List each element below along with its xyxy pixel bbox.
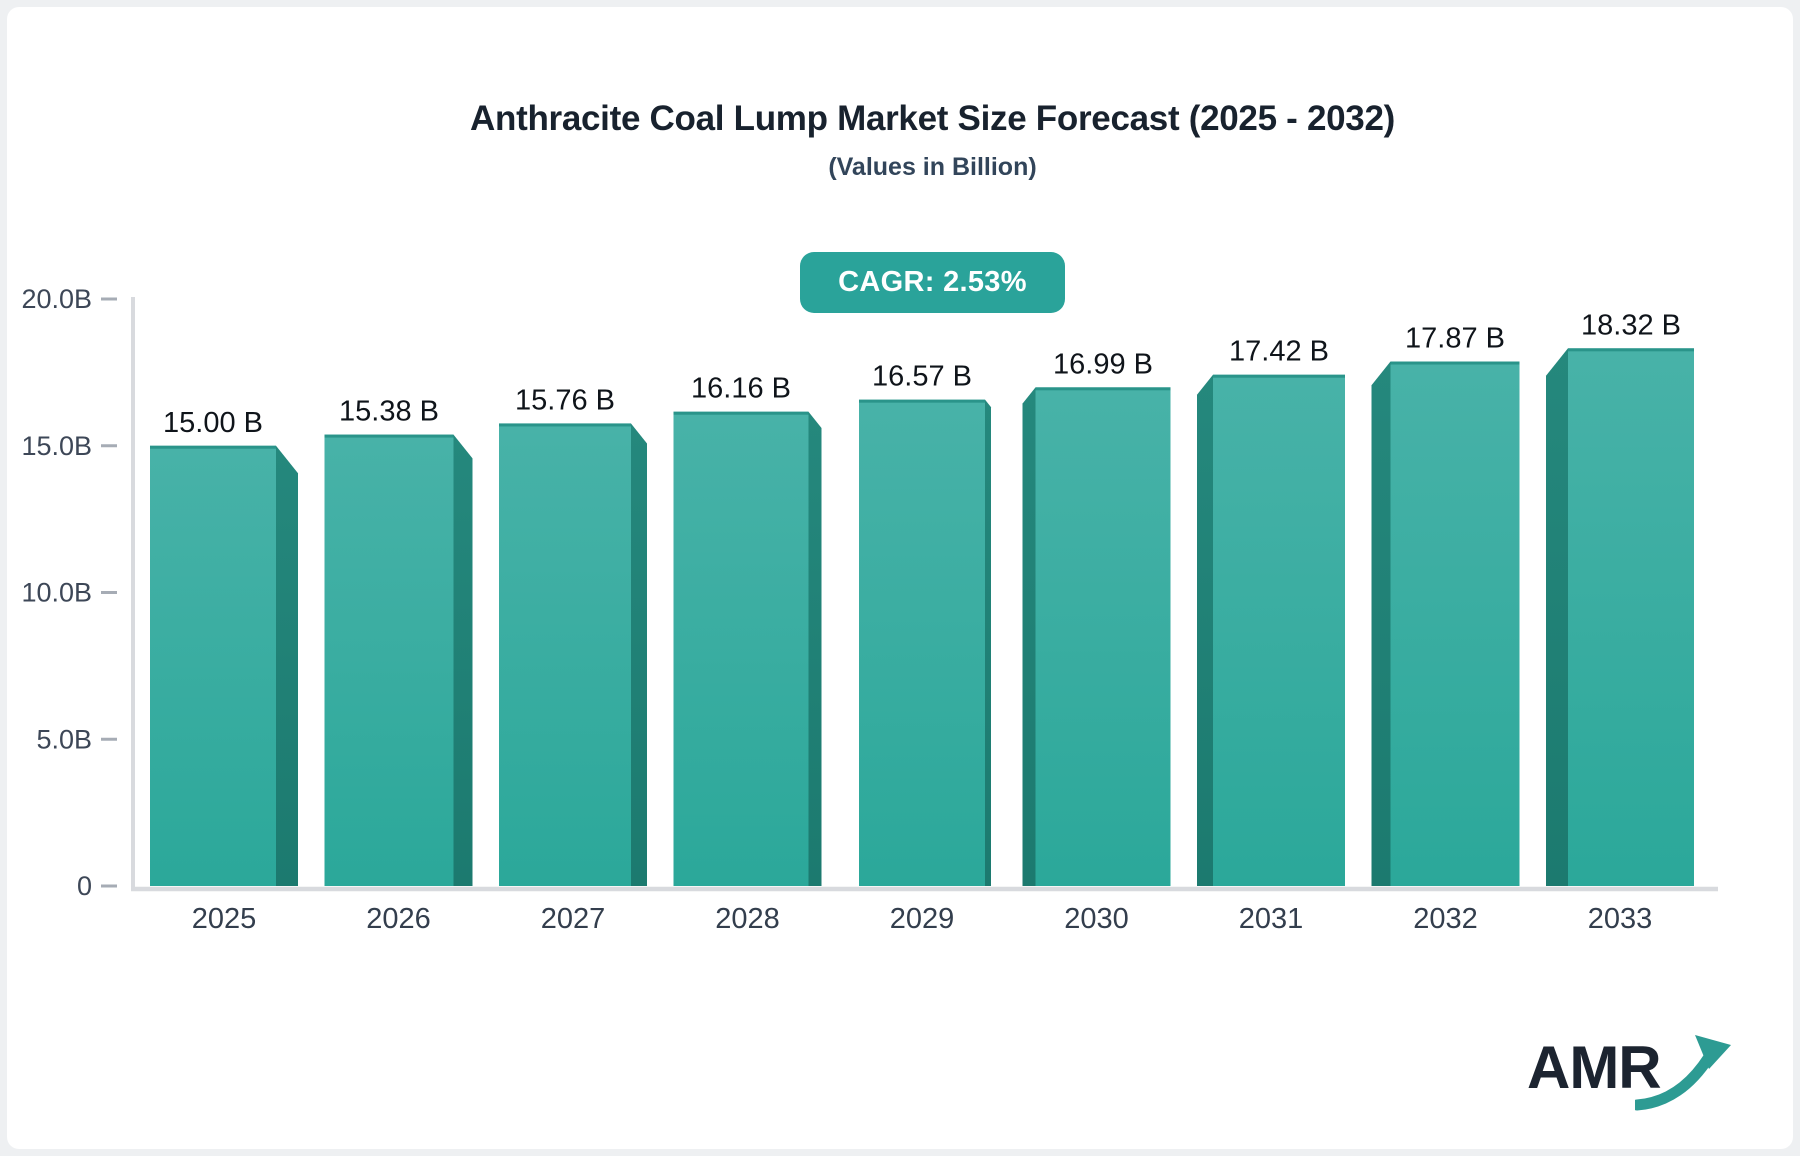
bar-2027[interactable]: 15.76 B <box>499 384 647 886</box>
bar-top-edge <box>859 399 985 403</box>
bar-value-label: 15.00 B <box>163 407 263 439</box>
x-category-label: 2032 <box>1413 903 1478 935</box>
bar-side-face <box>1197 374 1213 886</box>
bar-side-face <box>808 411 822 886</box>
bar-front-face <box>1390 361 1520 886</box>
y-tick-label: 20.0B <box>21 284 92 314</box>
bar-top-edge <box>150 445 276 449</box>
y-tick-label: 15.0B <box>21 431 92 461</box>
bar-2031[interactable]: 17.42 B <box>1197 336 1345 886</box>
amr-logo-text: AMR <box>1527 1034 1662 1101</box>
chart-header: Anthracite Coal Lump Market Size Forecas… <box>140 99 1725 182</box>
bar-front-face <box>1213 374 1345 886</box>
bar-2026[interactable]: 15.38 B <box>324 396 473 886</box>
x-category-label: 2027 <box>541 903 606 935</box>
bar-front-face <box>859 399 985 886</box>
x-category-label: 2028 <box>715 903 780 935</box>
bar-top-edge <box>1035 387 1171 391</box>
bar-2033[interactable]: 18.32 B <box>1546 309 1694 887</box>
bar-side-face <box>1022 387 1036 886</box>
chart-title: Anthracite Coal Lump Market Size Forecas… <box>470 99 1395 138</box>
bar-top-edge <box>324 434 454 438</box>
chart-subtitle: (Values in Billion) <box>828 153 1037 181</box>
bar-side-face <box>1371 361 1391 886</box>
bar-side-face <box>1546 348 1568 887</box>
bar-side-face <box>453 434 473 886</box>
bar-value-label: 15.76 B <box>515 384 615 416</box>
bar-front-face <box>324 434 454 886</box>
bar-top-edge <box>1390 361 1520 365</box>
bar-chart: 20.0B 15.0B 10.0B 5.0B 0 15.00 B 2025 15.38 B 20… <box>21 284 1718 935</box>
bar-side-face <box>985 399 991 886</box>
bar-front-face <box>150 445 276 886</box>
chart-card: Anthracite Coal Lump Market Size Forecas… <box>7 7 1793 1149</box>
y-tick-label: 0 <box>77 871 92 901</box>
bar-2029[interactable]: 16.57 B <box>859 361 991 886</box>
bar-top-edge <box>1568 348 1694 352</box>
bar-top-edge <box>1213 374 1345 378</box>
bar-value-label: 17.87 B <box>1405 323 1505 355</box>
cagr-badge-row: CAGR: 2.53% <box>140 252 1725 313</box>
bar-2030[interactable]: 16.99 B <box>1022 348 1171 886</box>
bar-2028[interactable]: 16.16 B <box>673 373 822 886</box>
x-category-label: 2030 <box>1064 903 1129 935</box>
bar-front-face <box>499 423 631 886</box>
bar-front-face <box>1568 348 1694 887</box>
bar-2025[interactable]: 15.00 B <box>150 407 298 886</box>
bar-top-edge <box>499 423 631 427</box>
cagr-badge: CAGR: 2.53% <box>800 252 1065 313</box>
bar-side-face <box>276 445 298 886</box>
bar-2032[interactable]: 17.87 B <box>1371 323 1520 886</box>
y-tick-label: 10.0B <box>21 578 92 608</box>
x-category-label: 2031 <box>1239 903 1304 935</box>
bar-value-label: 16.99 B <box>1053 348 1153 380</box>
bar-side-face <box>631 423 647 886</box>
bar-front-face <box>673 411 809 886</box>
bar-value-label: 15.38 B <box>339 396 439 428</box>
x-category-label: 2033 <box>1588 903 1653 935</box>
x-category-label: 2025 <box>192 903 257 935</box>
amr-logo[interactable]: AMR <box>1527 1034 1731 1121</box>
y-tick-label: 5.0B <box>36 724 92 754</box>
x-category-label: 2026 <box>366 903 431 935</box>
bar-top-edge <box>673 411 809 415</box>
bar-value-label: 18.32 B <box>1581 309 1681 341</box>
bar-front-face <box>1035 387 1171 886</box>
bar-value-label: 16.57 B <box>872 361 972 393</box>
bar-value-label: 17.42 B <box>1229 336 1329 368</box>
bar-value-label: 16.16 B <box>691 373 791 405</box>
growth-arrow-icon <box>1635 1035 1731 1111</box>
x-category-label: 2029 <box>890 903 955 935</box>
